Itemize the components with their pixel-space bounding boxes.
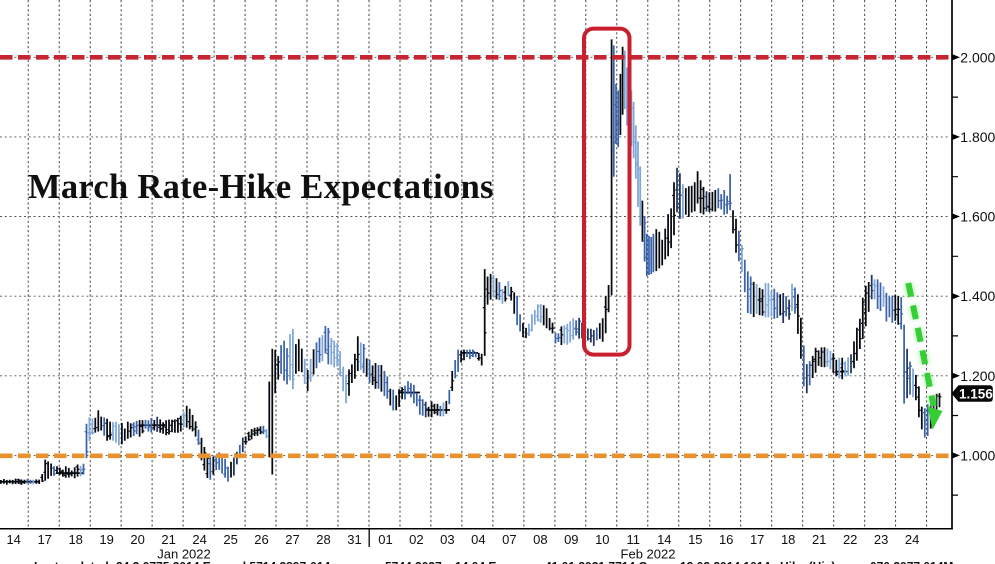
svg-text:08: 08	[533, 532, 547, 547]
svg-text:02: 02	[409, 532, 423, 547]
svg-text:19: 19	[99, 532, 113, 547]
svg-text:1.156: 1.156	[959, 386, 993, 401]
svg-text:25: 25	[223, 532, 237, 547]
svg-text:09: 09	[564, 532, 578, 547]
svg-text:March Rate-Hike Expectations: March Rate-Hike Expectations	[28, 168, 494, 206]
svg-text:23: 23	[874, 532, 888, 547]
svg-text:17: 17	[37, 532, 51, 547]
svg-text:14.04 Express: 14.04 Express	[455, 560, 535, 564]
svg-text:14: 14	[657, 532, 671, 547]
svg-text:21: 21	[161, 532, 175, 547]
svg-text:07: 07	[502, 532, 516, 547]
svg-text:1.200: 1.200	[960, 368, 995, 384]
svg-text:2.000: 2.000	[960, 49, 995, 65]
svg-text:22: 22	[843, 532, 857, 547]
svg-text:5744 2027: 5744 2027	[385, 560, 442, 564]
svg-text:10: 10	[595, 532, 609, 547]
svg-text:14: 14	[6, 532, 20, 547]
svg-text:26: 26	[254, 532, 268, 547]
svg-text:1.400: 1.400	[960, 288, 995, 304]
svg-text:16: 16	[719, 532, 733, 547]
svg-text:1.800: 1.800	[960, 129, 995, 145]
svg-text:04: 04	[471, 532, 485, 547]
svg-text:20: 20	[130, 532, 144, 547]
svg-text:31: 31	[347, 532, 361, 547]
svg-text:070 2077 014M: 070 2077 014M	[870, 560, 953, 564]
svg-text:12.02.2014 1014: 12.02.2014 1014	[680, 560, 770, 564]
svg-text:Jan 2022: Jan 2022	[157, 546, 211, 561]
svg-text:18: 18	[68, 532, 82, 547]
svg-text:01: 01	[378, 532, 392, 547]
svg-text:28: 28	[316, 532, 330, 547]
svg-text:1.600: 1.600	[960, 209, 995, 225]
svg-text:Last updated: 24.2.0775 2014: Last updated: 24.2.0775 2014 Expand 5714…	[34, 560, 330, 564]
svg-text:15: 15	[688, 532, 702, 547]
svg-text:Feb 2022: Feb 2022	[621, 546, 676, 561]
svg-text:1.000: 1.000	[960, 447, 995, 463]
svg-text:24: 24	[192, 532, 206, 547]
svg-text:27: 27	[285, 532, 299, 547]
svg-text:24: 24	[905, 532, 919, 547]
svg-text:18: 18	[781, 532, 795, 547]
svg-text:11: 11	[627, 532, 641, 547]
svg-text:21: 21	[812, 532, 826, 547]
svg-text:03: 03	[440, 532, 454, 547]
svg-text:Hike (His): Hike (His)	[780, 560, 835, 564]
svg-text:17: 17	[750, 532, 764, 547]
